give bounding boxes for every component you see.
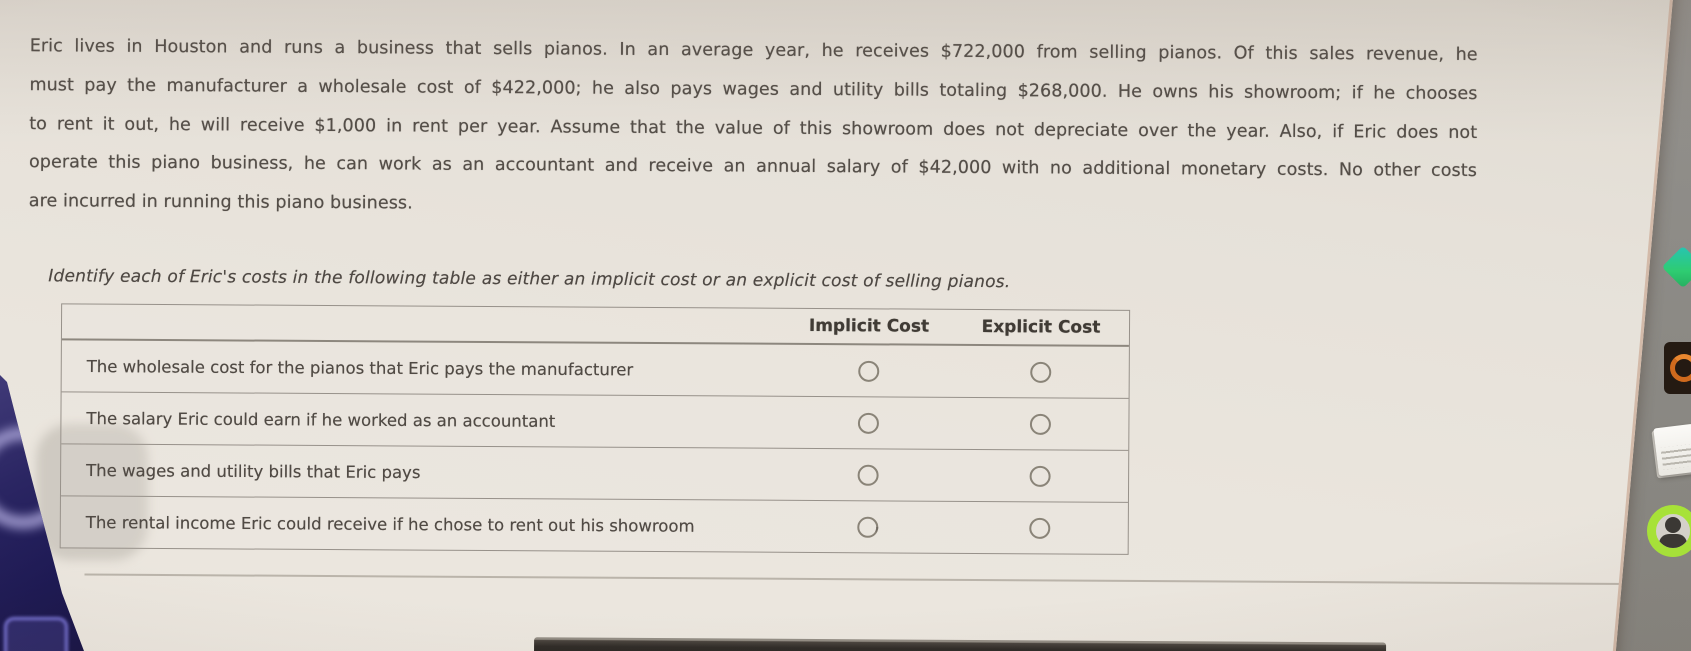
radio-explicit-cost-row-1[interactable] (1030, 361, 1052, 383)
radio-explicit-cost-row-4[interactable] (1029, 517, 1051, 539)
radio-explicit-cost-row-3[interactable] (1029, 465, 1051, 487)
row-label: The salary Eric could earn if he worked … (86, 408, 556, 431)
radio-explicit-cost-row-2[interactable] (1029, 413, 1051, 435)
stray-mark: , (873, 510, 881, 535)
row-label: The rental income Eric could receive if … (85, 512, 695, 536)
cost-table: Implicit Cost Explicit Cost The wholesal… (59, 303, 1131, 555)
table-row: The salary Eric could earn if he worked … (61, 392, 1129, 451)
avatar-ring-highlight (1656, 514, 1690, 548)
problem-paragraph: Eric lives in Houston and runs a busines… (29, 27, 1478, 230)
radio-implicit-cost-row-2[interactable] (857, 412, 879, 434)
blurred-window-outline (4, 617, 68, 651)
browser-icon[interactable] (1664, 342, 1691, 394)
bottom-dark-bar (533, 637, 1387, 651)
table-row: The rental income Eric could receive if … (61, 496, 1128, 554)
row-label: The wholesale cost for the pianos that E… (86, 356, 634, 379)
table-row: The wholesale cost for the pianos that E… (61, 340, 1129, 399)
notes-icon[interactable] (1653, 423, 1691, 477)
radio-implicit-cost-row-3[interactable] (857, 464, 879, 486)
screen-glare-blob (36, 424, 148, 560)
user-avatar-icon[interactable] (1647, 505, 1691, 557)
row-label: The wages and utility bills that Eric pa… (86, 460, 421, 482)
column-header-explicit-cost: Explicit Cost (981, 317, 1101, 338)
column-header-implicit-cost: Implicit Cost (808, 315, 930, 337)
page-divider-line (84, 573, 1688, 585)
table-row: The wages and utility bills that Eric pa… (60, 444, 1129, 503)
instruction-text: Identify each of Eric's costs in the fol… (48, 266, 1011, 293)
radio-implicit-cost-row-1[interactable] (858, 360, 880, 382)
